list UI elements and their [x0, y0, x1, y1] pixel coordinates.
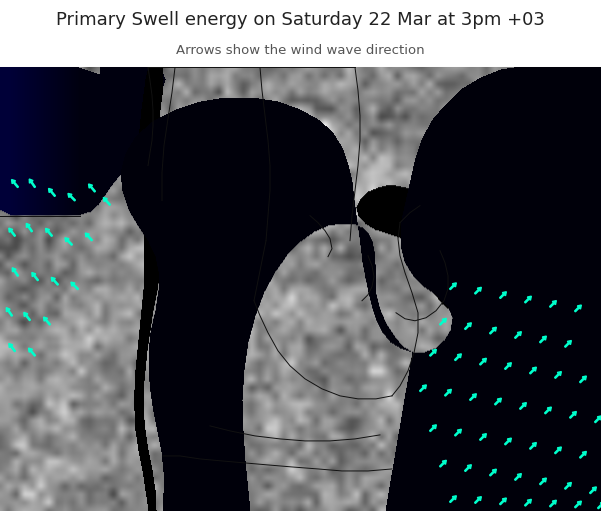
FancyArrow shape	[514, 474, 521, 480]
FancyArrow shape	[445, 389, 451, 396]
FancyArrow shape	[29, 179, 35, 188]
FancyArrow shape	[11, 179, 19, 188]
FancyArrow shape	[465, 464, 471, 472]
FancyArrow shape	[505, 438, 511, 445]
FancyArrow shape	[499, 292, 507, 298]
FancyArrow shape	[520, 403, 526, 409]
FancyArrow shape	[439, 318, 447, 325]
FancyArrow shape	[43, 317, 50, 325]
FancyArrow shape	[68, 194, 75, 201]
FancyArrow shape	[505, 363, 511, 369]
FancyArrow shape	[490, 469, 496, 476]
FancyArrow shape	[540, 336, 546, 343]
FancyArrow shape	[85, 233, 93, 241]
FancyArrow shape	[9, 228, 16, 237]
FancyArrow shape	[430, 350, 436, 356]
FancyArrow shape	[9, 343, 16, 352]
FancyArrow shape	[555, 371, 561, 378]
FancyArrow shape	[454, 354, 462, 361]
FancyArrow shape	[24, 312, 31, 320]
FancyArrow shape	[575, 305, 581, 312]
FancyArrow shape	[529, 367, 536, 374]
FancyArrow shape	[450, 283, 456, 290]
FancyArrow shape	[419, 385, 426, 391]
FancyArrow shape	[71, 282, 78, 290]
FancyArrow shape	[549, 300, 557, 308]
FancyArrow shape	[594, 416, 601, 423]
FancyArrow shape	[29, 348, 35, 356]
FancyArrow shape	[454, 429, 462, 436]
FancyArrow shape	[6, 308, 13, 316]
FancyArrow shape	[575, 501, 581, 508]
FancyArrow shape	[514, 332, 521, 338]
FancyArrow shape	[32, 272, 38, 281]
FancyArrow shape	[529, 443, 536, 449]
FancyArrow shape	[525, 499, 531, 506]
FancyArrow shape	[480, 358, 486, 365]
FancyArrow shape	[469, 394, 477, 401]
FancyArrow shape	[549, 500, 557, 507]
FancyArrow shape	[579, 451, 587, 458]
FancyArrow shape	[555, 447, 561, 454]
FancyArrow shape	[475, 287, 481, 294]
FancyArrow shape	[46, 228, 52, 237]
FancyArrow shape	[475, 497, 481, 503]
FancyArrow shape	[49, 189, 55, 196]
FancyArrow shape	[480, 434, 486, 440]
FancyArrow shape	[590, 487, 596, 494]
FancyArrow shape	[26, 223, 32, 232]
FancyArrow shape	[564, 482, 572, 489]
FancyArrow shape	[430, 425, 436, 432]
FancyArrow shape	[564, 340, 572, 347]
FancyArrow shape	[465, 323, 471, 330]
FancyArrow shape	[597, 502, 601, 509]
Text: Arrows show the wind wave direction: Arrows show the wind wave direction	[176, 44, 425, 57]
FancyArrow shape	[579, 376, 587, 383]
FancyArrow shape	[88, 184, 96, 192]
FancyArrow shape	[51, 277, 58, 285]
FancyArrow shape	[495, 398, 501, 405]
FancyArrow shape	[525, 296, 531, 303]
FancyArrow shape	[499, 498, 507, 505]
FancyArrow shape	[439, 460, 447, 467]
Text: Primary Swell energy on Saturday 22 Mar at 3pm +03: Primary Swell energy on Saturday 22 Mar …	[56, 11, 545, 29]
FancyArrow shape	[540, 478, 546, 485]
FancyArrow shape	[12, 268, 19, 276]
FancyArrow shape	[450, 496, 456, 502]
FancyArrow shape	[103, 198, 111, 205]
FancyArrow shape	[65, 238, 73, 245]
FancyArrow shape	[545, 407, 551, 414]
FancyArrow shape	[490, 327, 496, 334]
FancyArrow shape	[570, 411, 576, 419]
